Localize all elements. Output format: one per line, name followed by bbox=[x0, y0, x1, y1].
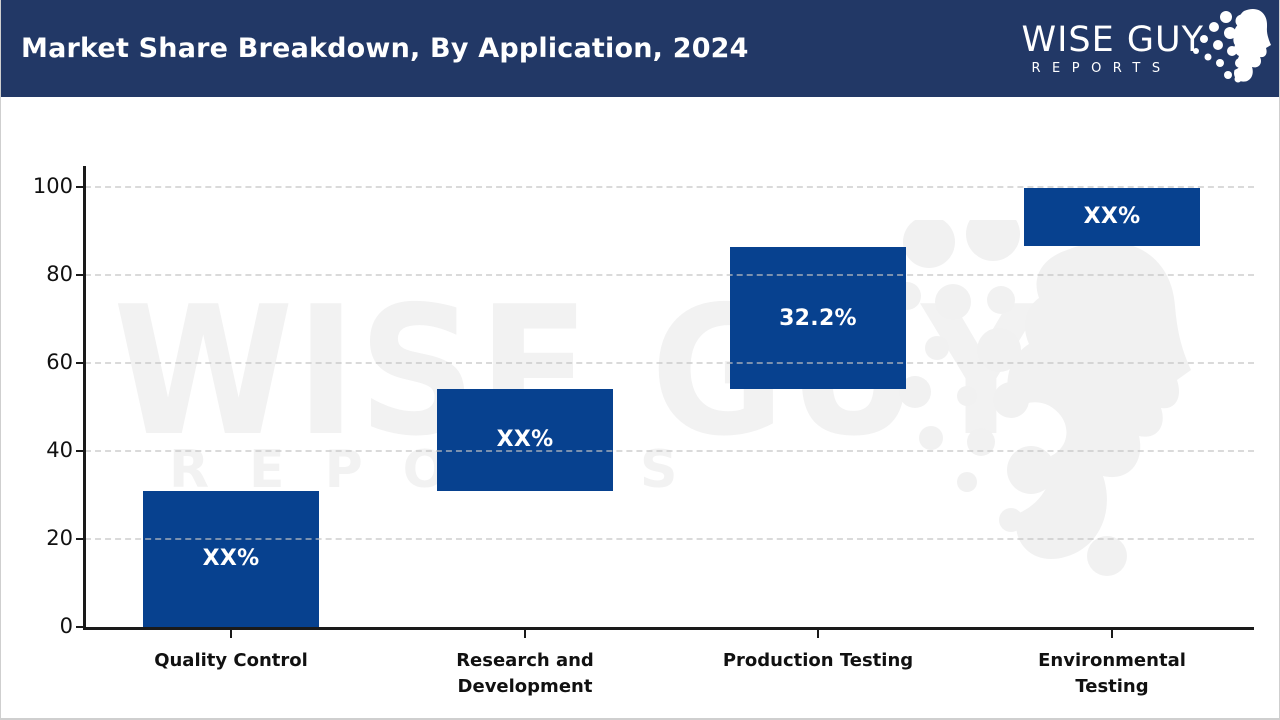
y-tick-mark bbox=[76, 450, 85, 452]
x-tick-mark bbox=[817, 630, 819, 638]
y-tick-mark bbox=[76, 538, 85, 540]
gridline bbox=[85, 186, 1254, 188]
y-tick-mark bbox=[76, 186, 85, 188]
bar-segment: XX% bbox=[437, 388, 613, 491]
bar-value-label: 32.2% bbox=[779, 305, 857, 331]
x-tick-mark bbox=[1111, 630, 1113, 638]
bar-segment: 32.2% bbox=[730, 247, 906, 389]
page-title: Market Share Breakdown, By Application, … bbox=[21, 33, 749, 64]
y-tick-label: 20 bbox=[46, 526, 73, 550]
gridline bbox=[85, 538, 1254, 540]
category-label: Quality Control bbox=[154, 650, 308, 671]
bar-value-label: XX% bbox=[202, 546, 260, 572]
bar-segment: XX% bbox=[1024, 187, 1200, 246]
brand-head-icon bbox=[1193, 8, 1271, 82]
brand-logo-text: WISE GUY REPORTS bbox=[1021, 22, 1204, 76]
category-label: Production Testing bbox=[722, 650, 914, 671]
brand-subtitle: REPORTS bbox=[1031, 60, 1172, 76]
y-axis-line bbox=[83, 166, 86, 630]
y-tick-label: 40 bbox=[46, 438, 73, 462]
head-watermark-icon bbox=[884, 220, 1191, 576]
bar-value-label: XX% bbox=[496, 427, 554, 453]
gridline bbox=[85, 362, 1254, 364]
brand-name: WISE GUY bbox=[1021, 19, 1204, 60]
bar-value-label: XX% bbox=[1083, 204, 1141, 230]
x-axis-line bbox=[83, 627, 1254, 630]
x-tick-mark bbox=[524, 630, 526, 638]
header-band: Market Share Breakdown, By Application, … bbox=[1, 0, 1279, 97]
x-tick-mark bbox=[230, 630, 232, 638]
y-tick-mark bbox=[76, 626, 85, 628]
y-tick-mark bbox=[76, 362, 85, 364]
y-tick-label: 100 bbox=[32, 174, 73, 198]
y-tick-label: 80 bbox=[46, 262, 73, 286]
y-tick-label: 0 bbox=[59, 614, 73, 638]
y-tick-label: 60 bbox=[46, 350, 73, 374]
gridline bbox=[85, 274, 1254, 276]
category-label: Research and Development bbox=[456, 650, 594, 697]
bar-segment: XX% bbox=[143, 490, 319, 627]
category-label: Environmental Testing bbox=[1038, 650, 1186, 697]
gridline bbox=[85, 450, 1254, 452]
y-tick-mark bbox=[76, 274, 85, 276]
brand-logo: WISE GUY REPORTS bbox=[1021, 5, 1279, 93]
